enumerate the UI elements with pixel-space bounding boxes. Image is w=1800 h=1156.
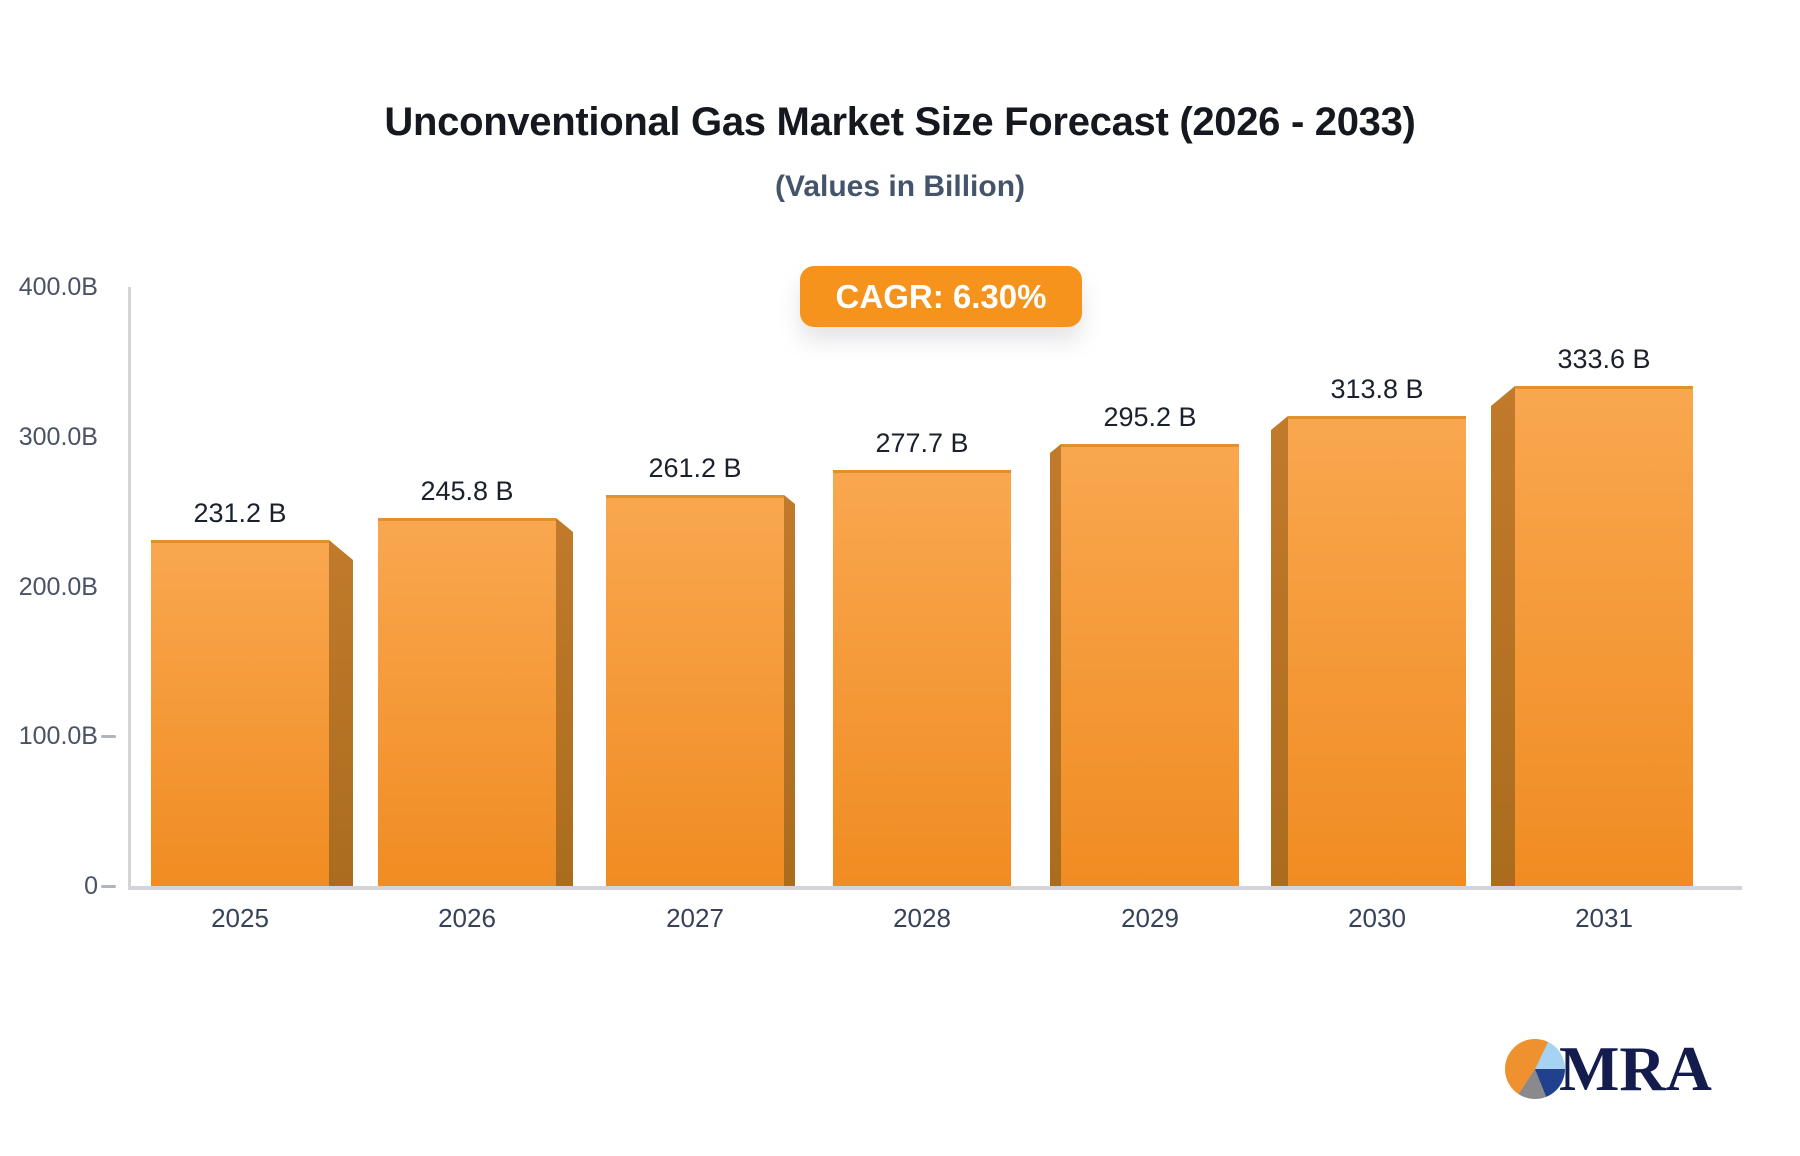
cagr-badge: CAGR: 6.30% xyxy=(800,266,1082,327)
y-axis-label-300.0B: 300.0B xyxy=(18,423,98,451)
y-axis-label-0: 0 xyxy=(84,872,98,900)
bar-value-label-2027: 261.2 B xyxy=(648,453,742,483)
bar-3d-side-2027 xyxy=(784,495,795,886)
bar-value-label-2029: 295.2 B xyxy=(1103,402,1197,432)
x-axis-label-2028: 2028 xyxy=(893,903,951,933)
chart-subtitle: (Values in Billion) xyxy=(774,170,1026,203)
bar-value-label-2026: 245.8 B xyxy=(420,476,514,506)
bar-value-label-2028: 277.7 B xyxy=(875,428,969,458)
bar-2025 xyxy=(151,540,329,886)
x-axis-label-2031: 2031 xyxy=(1575,903,1633,933)
bar-3d-side-2026 xyxy=(556,518,573,886)
x-axis-label-2025: 2025 xyxy=(211,903,269,933)
bar-value-label-2030: 313.8 B xyxy=(1330,374,1424,404)
y-axis-label-100.0B: 100.0B xyxy=(18,722,98,750)
y-axis-label-200.0B: 200.0B xyxy=(18,573,98,601)
chart-title: Unconventional Gas Market Size Forecast … xyxy=(384,100,1416,144)
brand-logo-text: MRA xyxy=(1559,1033,1712,1104)
y-axis-tick xyxy=(101,735,116,738)
pie-chart-logo-icon xyxy=(1505,1039,1565,1099)
y-axis-label-400.0B: 400.0B xyxy=(18,273,98,301)
brand-logo: MRA xyxy=(1505,1034,1745,1104)
bar-3d-side-2031 xyxy=(1491,386,1515,886)
x-axis-line xyxy=(128,886,1742,890)
bar-value-label-2031: 333.6 B xyxy=(1557,344,1651,374)
bar-value-label-2025: 231.2 B xyxy=(193,498,287,528)
bar-2028 xyxy=(833,470,1011,886)
x-axis-label-2029: 2029 xyxy=(1121,903,1179,933)
y-axis-line xyxy=(128,287,131,890)
bar-2031 xyxy=(1515,386,1693,886)
y-axis-tick xyxy=(101,885,116,888)
bar-2030 xyxy=(1288,416,1466,886)
bar-3d-side-2029 xyxy=(1050,444,1061,886)
bar-2026 xyxy=(378,518,556,886)
x-axis-label-2027: 2027 xyxy=(666,903,724,933)
x-axis-label-2026: 2026 xyxy=(438,903,496,933)
bar-2029 xyxy=(1061,444,1239,886)
x-axis-label-2030: 2030 xyxy=(1348,903,1406,933)
bar-3d-side-2030 xyxy=(1271,416,1288,886)
bar-2027 xyxy=(606,495,784,886)
bar-3d-side-2025 xyxy=(329,540,353,886)
